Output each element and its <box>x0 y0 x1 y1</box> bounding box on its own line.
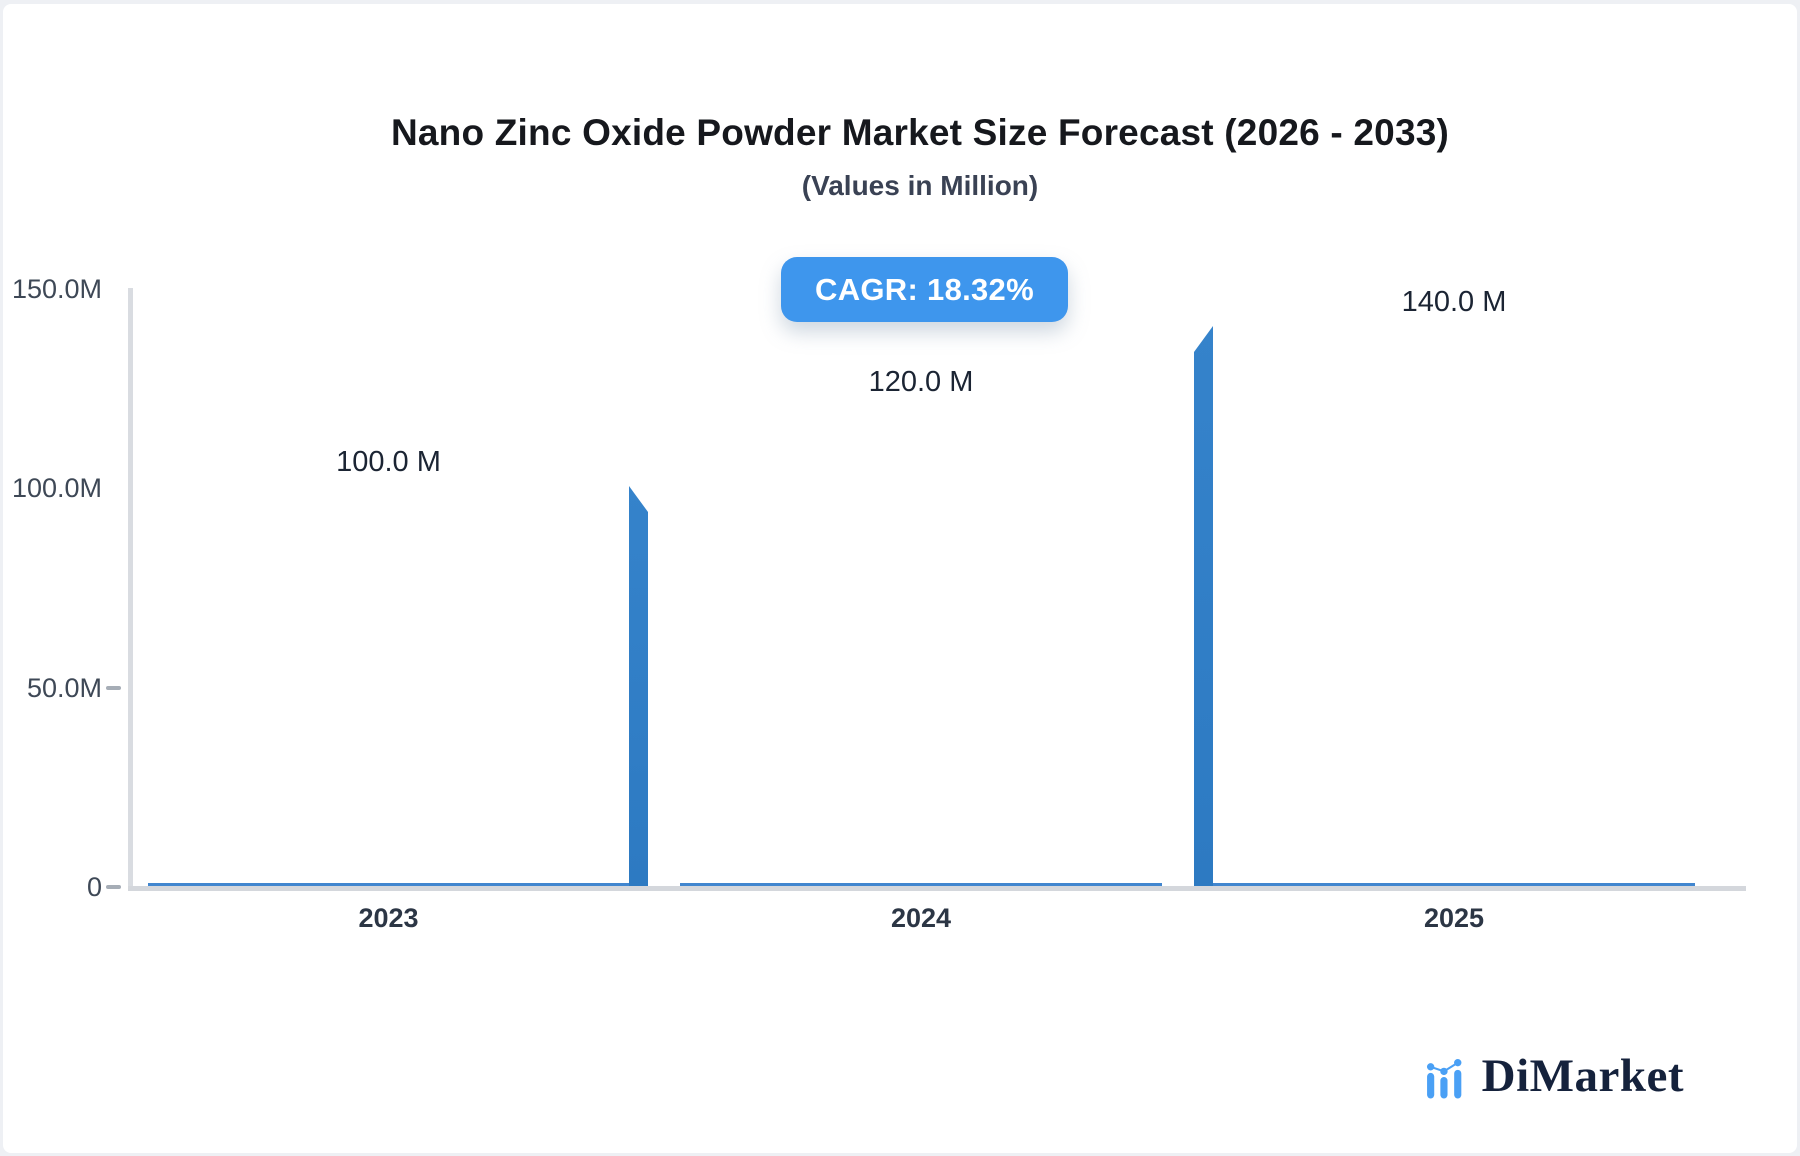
x-axis-label-2023: 2023 <box>358 903 419 933</box>
y-axis-line <box>128 288 133 890</box>
x-axis-line <box>128 886 1746 891</box>
bar-value-label-2025: 140.0 M <box>1401 286 1507 318</box>
y-tick-label-50: 50.0M <box>26 673 102 703</box>
bar-2024 <box>680 883 1162 886</box>
bar-2023 <box>148 883 629 886</box>
y-tick-label-150: 150.0M <box>11 274 102 304</box>
x-axis-label-2024: 2024 <box>890 903 952 933</box>
chart-title: Nano Zinc Oxide Powder Market Size Forec… <box>390 112 1450 153</box>
y-tick-mark-0 <box>106 885 121 889</box>
bar-group-2025: 140.0 M <box>1213 286 1695 886</box>
cagr-badge-label: CAGR: 18.32% <box>815 271 1034 307</box>
chart-subtitle: (Values in Million) <box>801 170 1039 201</box>
bar-side-face-2023 <box>629 486 648 886</box>
bar-chart-logo-icon <box>1426 1059 1462 1099</box>
x-axis-label-2025: 2025 <box>1423 903 1485 933</box>
dimarket-logo-text: DiMarket <box>1481 1050 1684 1102</box>
bar-value-label-2024: 120.0 M <box>868 366 974 398</box>
y-tick-mark-50 <box>106 686 121 690</box>
chart-card <box>3 4 1797 1153</box>
cagr-badge: CAGR: 18.32% <box>781 257 1068 322</box>
bar-group-2024: 120.0 M <box>680 366 1162 886</box>
dimarket-logo: DiMarket <box>1424 1052 1684 1100</box>
bar-group-2023: 100.0 M <box>148 446 629 886</box>
bar-2025 <box>1213 883 1695 886</box>
bar-value-label-2023: 100.0 M <box>336 446 441 478</box>
y-tick-label-0: 0 <box>86 872 102 902</box>
bar-side-face-2025 <box>1194 326 1213 886</box>
y-tick-label-100: 100.0M <box>11 473 102 503</box>
